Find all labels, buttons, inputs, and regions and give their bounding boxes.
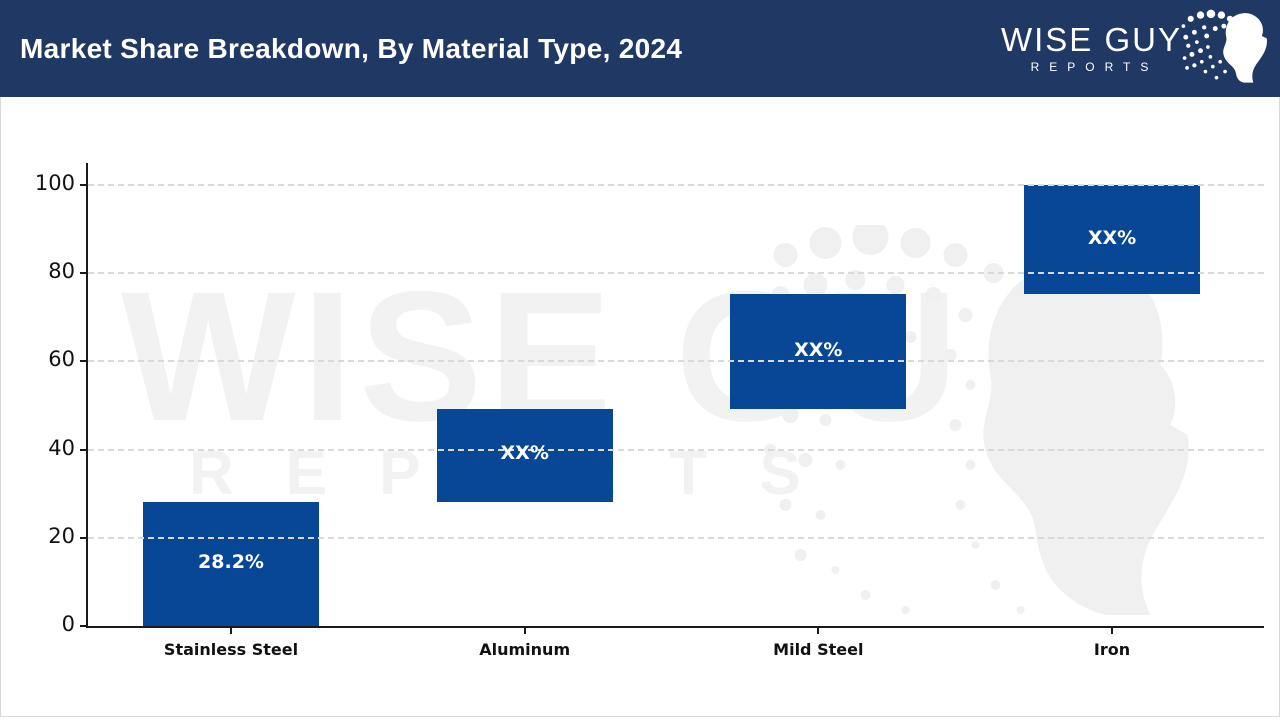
- gridline-80: [88, 272, 1264, 275]
- brand-logo: WISE GUY REPORTS: [1001, 6, 1268, 92]
- plot-region: 28.2% Stainless Steel XX% Aluminum XX% Mild S…: [1, 97, 1279, 716]
- category-label: Mild Steel: [773, 640, 864, 659]
- bar-stainless-steel: [143, 501, 319, 626]
- x-tickmark: [1111, 627, 1113, 634]
- bar-value-label: XX%: [500, 442, 549, 465]
- x-tickmark: [523, 627, 526, 634]
- x-axis-line: [86, 626, 1264, 628]
- bar-value-label: XX%: [1087, 226, 1137, 249]
- y-tick-label: 100: [34, 171, 75, 195]
- category-label: Stainless Steel: [163, 640, 299, 659]
- bar-iron: [1024, 185, 1200, 295]
- gridline-100: [88, 184, 1264, 186]
- chart-area: WISE GU REPORTS: [0, 97, 1280, 717]
- watermark-head-icon: [753, 219, 1198, 629]
- gridline-20: [88, 536, 1264, 539]
- y-tickmark: [80, 272, 88, 275]
- category-label: Aluminum: [479, 640, 571, 659]
- page-title: Market Share Breakdown, By Material Type…: [20, 32, 683, 64]
- bar-mild-steel: [730, 294, 907, 410]
- y-tick-label: 20: [48, 523, 75, 548]
- y-tickmark: [80, 448, 88, 451]
- category-label: Iron: [1093, 640, 1131, 659]
- x-tickmark: [230, 627, 232, 634]
- gridline-40: [88, 448, 1264, 451]
- brand-head-icon: [1176, 6, 1268, 92]
- x-tickmark: [817, 627, 820, 634]
- y-tickmark: [80, 625, 88, 627]
- bar-value-label: XX%: [794, 338, 843, 361]
- y-axis-line: [86, 163, 88, 628]
- bar-value-label: 28.2%: [198, 550, 264, 573]
- header: Market Share Breakdown, By Material Type…: [0, 0, 1280, 97]
- bar-aluminum: [436, 409, 613, 502]
- y-tick-label: 60: [48, 347, 75, 372]
- gridline-60: [88, 360, 1264, 363]
- y-tick-label: 80: [48, 259, 75, 284]
- y-tickmark: [80, 360, 88, 363]
- y-tick-label: 40: [48, 435, 75, 460]
- brand-logo-text: WISE GUY REPORTS: [1000, 20, 1182, 75]
- y-tick-label: 0: [61, 612, 75, 636]
- brand-name: WISE GUY: [1000, 20, 1182, 58]
- brand-subtitle: REPORTS: [1030, 60, 1159, 75]
- y-tickmark: [80, 536, 88, 539]
- y-tickmark: [80, 184, 88, 186]
